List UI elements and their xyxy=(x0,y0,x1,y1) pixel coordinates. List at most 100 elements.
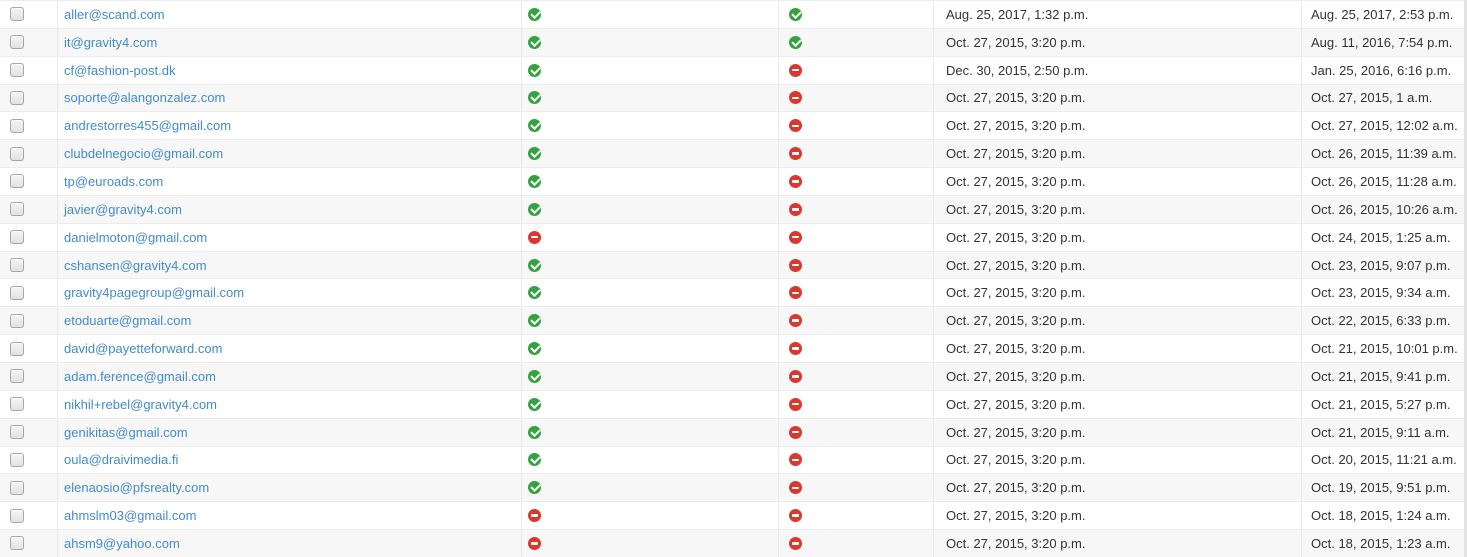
email-cell: andrestorres455@gmail.com xyxy=(57,112,521,140)
email-link[interactable]: genikitas@gmail.com xyxy=(64,424,188,440)
datetime-2-value: Aug. 25, 2017, 2:53 p.m. xyxy=(1311,6,1454,22)
email-link[interactable]: david@payetteforward.com xyxy=(64,341,223,357)
email-link[interactable]: javier@gravity4.com xyxy=(64,201,182,217)
row-select-checkbox[interactable] xyxy=(10,452,24,467)
email-link[interactable]: soporte@alangonzalez.com xyxy=(64,90,226,106)
table-row: ahmslm03@gmail.com Oct. 27, 2015, 3:20 p… xyxy=(0,502,1467,531)
status-2-cell xyxy=(778,390,933,418)
datetime-2-cell: Oct. 27, 2015, 12:02 a.m. xyxy=(1301,112,1467,140)
datetime-1-cell: Dec. 30, 2015, 2:50 p.m. xyxy=(933,56,1301,84)
datetime-2-cell: Oct. 26, 2015, 10:26 a.m. xyxy=(1301,195,1467,223)
datetime-1-cell: Oct. 27, 2015, 3:20 p.m. xyxy=(933,28,1301,56)
email-link[interactable]: clubdelnegocio@gmail.com xyxy=(64,146,224,162)
datetime-2-cell: Oct. 19, 2015, 9:51 p.m. xyxy=(1301,474,1467,502)
row-select-checkbox[interactable] xyxy=(10,258,24,273)
datetime-2-value: Oct. 26, 2015, 11:39 a.m. xyxy=(1311,146,1457,162)
row-select-checkbox[interactable] xyxy=(10,90,24,105)
datetime-2-value: Oct. 18, 2015, 1:23 a.m. xyxy=(1311,535,1451,551)
email-link[interactable]: aller@scand.com xyxy=(64,6,165,22)
status-yes-icon xyxy=(528,397,541,411)
row-select-checkbox[interactable] xyxy=(10,369,24,384)
status-yes-icon xyxy=(528,91,541,105)
email-link[interactable]: elenaosio@pfsrealty.com xyxy=(64,480,210,496)
datetime-2-value: Oct. 23, 2015, 9:07 p.m. xyxy=(1311,257,1451,273)
email-link[interactable]: cf@fashion-post.dk xyxy=(64,62,176,78)
status-2-cell xyxy=(778,418,933,446)
email-link[interactable]: adam.ference@gmail.com xyxy=(64,368,216,384)
email-link[interactable]: ahsm9@yahoo.com xyxy=(64,535,180,551)
scrollbar-track[interactable] xyxy=(1464,0,1467,557)
email-link[interactable]: cshansen@gravity4.com xyxy=(64,257,207,273)
datetime-2-value: Oct. 23, 2015, 9:34 a.m. xyxy=(1311,285,1451,301)
row-select-checkbox[interactable] xyxy=(10,536,24,551)
checkbox-cell xyxy=(0,252,57,279)
email-cell: gravity4pagegroup@gmail.com xyxy=(57,279,521,307)
datetime-2-cell: Oct. 26, 2015, 11:28 a.m. xyxy=(1301,168,1467,195)
row-select-checkbox[interactable] xyxy=(10,480,24,495)
row-select-checkbox[interactable] xyxy=(10,7,24,22)
table-row: elenaosio@pfsrealty.com Oct. 27, 2015, 3… xyxy=(0,474,1467,503)
status-yes-icon xyxy=(528,147,541,161)
row-select-checkbox[interactable] xyxy=(10,146,24,161)
email-cell: adam.ference@gmail.com xyxy=(57,362,521,390)
table-row: clubdelnegocio@gmail.com Oct. 27, 2015, … xyxy=(0,140,1467,169)
email-link[interactable]: nikhil+rebel@gravity4.com xyxy=(64,396,218,412)
datetime-2-value: Oct. 27, 2015, 12:02 a.m. xyxy=(1311,118,1458,134)
datetime-1-cell: Oct. 27, 2015, 3:20 p.m. xyxy=(933,390,1301,418)
email-cell: javier@gravity4.com xyxy=(57,195,521,223)
status-2-cell xyxy=(778,223,933,251)
datetime-2-cell: Oct. 22, 2015, 6:33 p.m. xyxy=(1301,307,1467,335)
status-yes-icon xyxy=(528,63,541,77)
checkbox-cell xyxy=(0,419,57,446)
status-1-cell xyxy=(521,140,778,168)
email-cell: cf@fashion-post.dk xyxy=(57,56,521,84)
status-2-cell xyxy=(778,335,933,362)
table-row: andrestorres455@gmail.com Oct. 27, 2015,… xyxy=(0,112,1467,141)
email-link[interactable]: it@gravity4.com xyxy=(64,34,158,50)
email-link[interactable]: andrestorres455@gmail.com xyxy=(64,118,232,134)
status-2-cell xyxy=(778,195,933,223)
status-2-cell xyxy=(778,251,933,279)
email-link[interactable]: danielmoton@gmail.com xyxy=(64,229,208,245)
row-select-checkbox[interactable] xyxy=(10,313,24,328)
datetime-1-cell: Oct. 27, 2015, 3:20 p.m. xyxy=(933,168,1301,195)
row-select-checkbox[interactable] xyxy=(10,285,24,300)
email-link[interactable]: oula@draivimedia.fi xyxy=(64,452,179,468)
status-yes-icon xyxy=(528,369,541,383)
checkbox-cell xyxy=(0,224,57,251)
datetime-1-value: Oct. 27, 2015, 3:20 p.m. xyxy=(946,535,1086,551)
datetime-1-value: Oct. 27, 2015, 3:20 p.m. xyxy=(946,34,1086,50)
status-no-icon xyxy=(789,425,802,439)
table-row: genikitas@gmail.com Oct. 27, 2015, 3:20 … xyxy=(0,418,1467,447)
row-select-checkbox[interactable] xyxy=(10,63,24,78)
status-yes-icon xyxy=(528,453,541,467)
checkbox-cell xyxy=(0,140,57,167)
row-select-checkbox[interactable] xyxy=(10,202,24,217)
status-no-icon xyxy=(789,119,802,133)
status-no-icon xyxy=(789,147,802,161)
datetime-2-cell: Oct. 27, 2015, 1 a.m. xyxy=(1301,84,1467,112)
datetime-2-cell: Oct. 21, 2015, 9:41 p.m. xyxy=(1301,362,1467,390)
email-link[interactable]: ahmslm03@gmail.com xyxy=(64,508,197,524)
status-2-cell xyxy=(778,279,933,307)
row-select-checkbox[interactable] xyxy=(10,425,24,440)
row-select-checkbox[interactable] xyxy=(10,118,24,133)
datetime-2-value: Oct. 18, 2015, 1:24 a.m. xyxy=(1311,508,1451,524)
row-select-checkbox[interactable] xyxy=(10,174,24,189)
email-link[interactable]: etoduarte@gmail.com xyxy=(64,313,192,329)
email-link[interactable]: tp@euroads.com xyxy=(64,173,164,189)
row-select-checkbox[interactable] xyxy=(10,397,24,412)
datetime-1-cell: Aug. 25, 2017, 1:32 p.m. xyxy=(933,1,1301,28)
row-select-checkbox[interactable] xyxy=(10,230,24,245)
status-no-icon xyxy=(789,230,802,244)
email-link[interactable]: gravity4pagegroup@gmail.com xyxy=(64,285,245,301)
row-select-checkbox[interactable] xyxy=(10,35,24,50)
email-cell: oula@draivimedia.fi xyxy=(57,446,521,474)
row-select-checkbox[interactable] xyxy=(10,341,24,356)
status-1-cell xyxy=(521,195,778,223)
datetime-1-value: Oct. 27, 2015, 3:20 p.m. xyxy=(946,313,1086,329)
status-1-cell xyxy=(521,28,778,56)
datetime-1-value: Oct. 27, 2015, 3:20 p.m. xyxy=(946,424,1086,440)
row-select-checkbox[interactable] xyxy=(10,508,24,523)
datetime-1-value: Oct. 27, 2015, 3:20 p.m. xyxy=(946,396,1086,412)
